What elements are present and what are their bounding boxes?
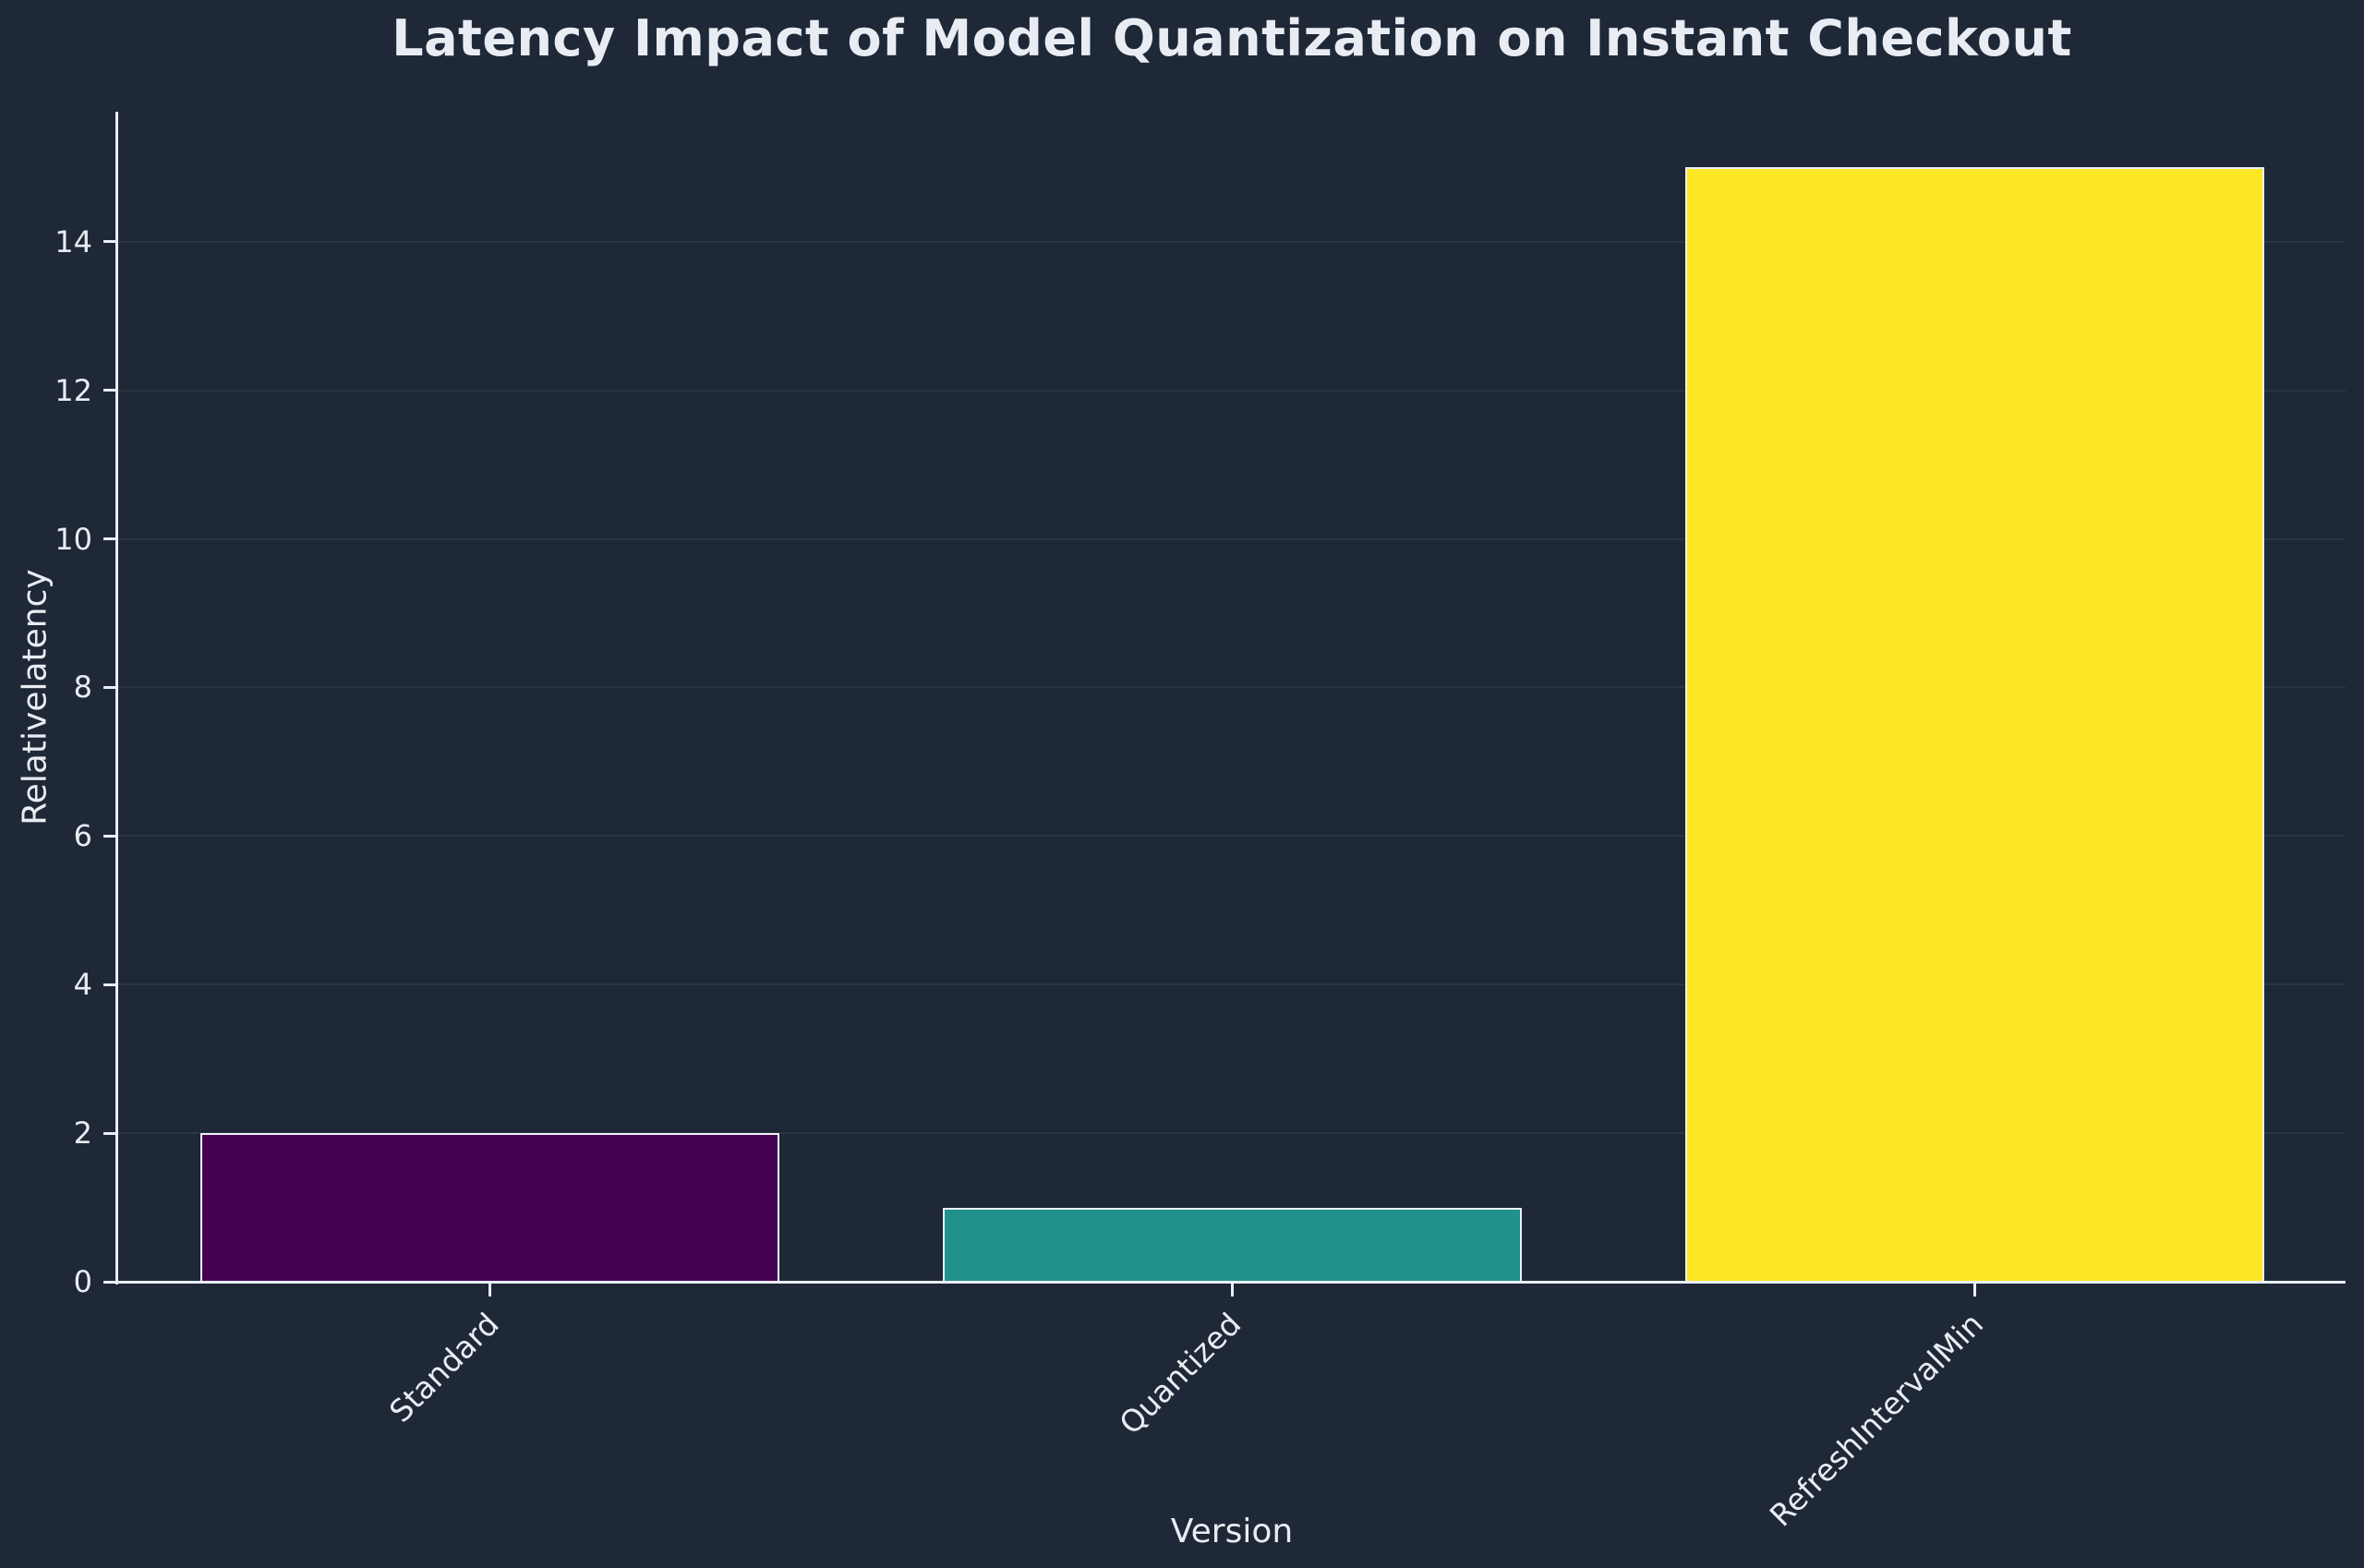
y-tick-label: 0 — [73, 1264, 92, 1299]
x-tick-label-text: RefreshIntervalMin — [1763, 1306, 1991, 1534]
gridline — [118, 240, 2346, 243]
y-tick-mark — [103, 1280, 115, 1284]
y-tick-mark — [103, 1131, 115, 1135]
y-tick-label: 8 — [73, 669, 92, 706]
y-tick-label: 10 — [54, 521, 92, 557]
y-tick-mark — [103, 537, 115, 541]
gridline — [118, 537, 2346, 540]
y-tick-label: 6 — [73, 818, 92, 854]
bar-quantized — [943, 1208, 1522, 1282]
gridline — [118, 389, 2346, 392]
y-tick-label: 12 — [54, 372, 92, 408]
y-tick-label: 4 — [73, 967, 92, 1003]
y-axis-label-text: Relativelatency — [16, 569, 54, 826]
bottom-spine — [115, 1281, 2346, 1284]
gridline — [118, 983, 2346, 986]
x-tick-mark — [1230, 1284, 1234, 1297]
x-tick-label-text: Quantized — [1112, 1306, 1248, 1441]
y-tick-mark — [103, 685, 115, 689]
y-tick-mark — [103, 834, 115, 838]
y-tick-mark — [103, 983, 115, 986]
y-tick-label: 14 — [54, 223, 92, 259]
bar-standard — [200, 1133, 779, 1282]
y-tick-mark — [103, 240, 115, 244]
x-axis-label: Version — [1170, 1513, 1294, 1550]
x-tick-label-text: Standard — [381, 1306, 506, 1429]
left-spine — [115, 112, 118, 1285]
gridline — [118, 686, 2346, 689]
chart-title: Latency Impact of Model Quantization on … — [392, 9, 2072, 67]
x-tick-mark — [1972, 1284, 1976, 1297]
gridline — [118, 835, 2346, 838]
x-tick-mark — [488, 1284, 491, 1297]
y-tick-mark — [103, 389, 115, 392]
y-tick-label: 2 — [73, 1116, 92, 1152]
bar-refreshintervalmin — [1685, 167, 2264, 1282]
gridline — [118, 1132, 2346, 1135]
